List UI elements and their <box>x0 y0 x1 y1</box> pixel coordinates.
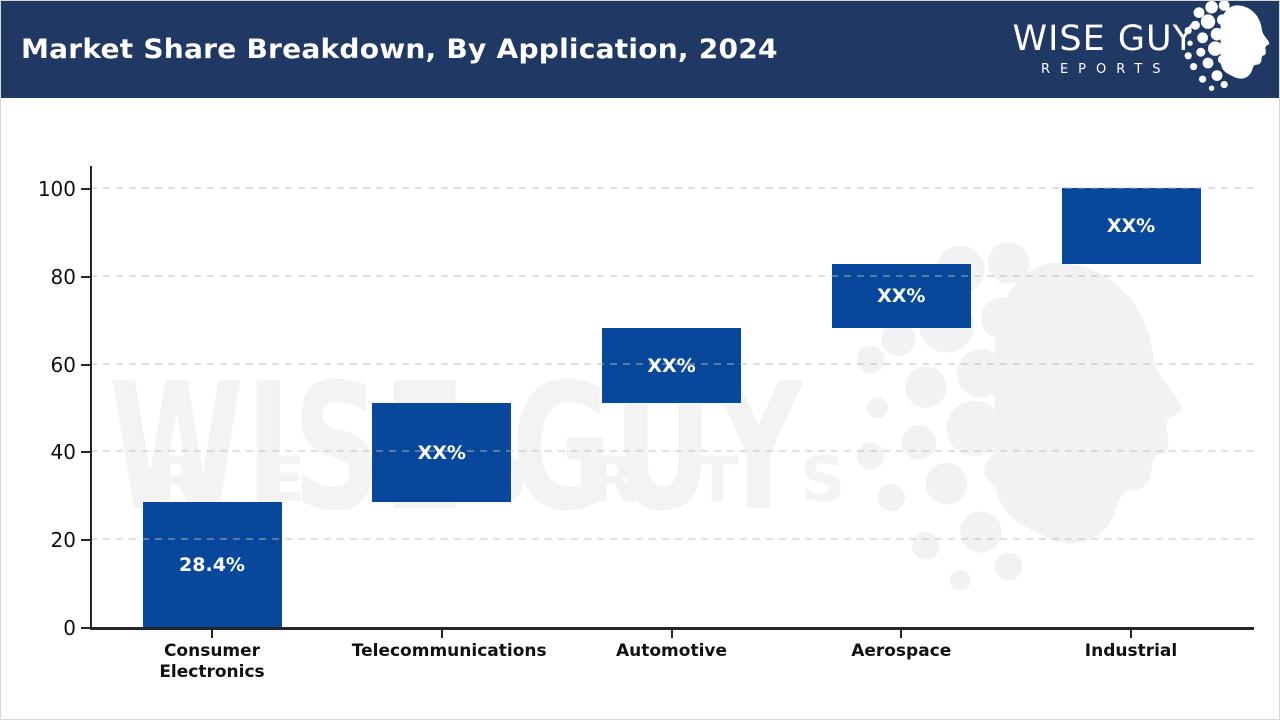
y-tick-20 <box>81 539 90 542</box>
bar-value-label: XX% <box>1106 214 1156 237</box>
x-category-label: Consumer Electronics <box>159 641 265 683</box>
brand-logo: WISE GUY REPORTS <box>1012 0 1271 99</box>
x-tick-4 <box>900 629 903 638</box>
y-tick-label-20: 20 <box>50 528 76 553</box>
y-tick-60 <box>81 363 90 366</box>
x-tick-3 <box>670 629 673 638</box>
bar-value-label: 28.4% <box>179 553 245 576</box>
brand-wordmark: WISE GUY REPORTS <box>1012 19 1195 78</box>
bar-value-label: XX% <box>417 441 466 464</box>
brand-tagline: REPORTS <box>1040 62 1171 77</box>
y-tick-80 <box>81 275 90 278</box>
gridline-y100 <box>90 187 1254 189</box>
x-category-label: Aerospace <box>851 641 952 661</box>
x-tick-1 <box>211 629 213 638</box>
x-tick-5 <box>1130 629 1132 638</box>
x-category-label: Industrial <box>1084 641 1178 661</box>
bar-consumer-electronics <box>142 502 282 627</box>
y-tick-label-100: 100 <box>37 177 76 201</box>
y-tick-40 <box>81 451 90 454</box>
brand-head-icon <box>1181 0 1271 99</box>
gridline-y20 <box>90 538 1254 541</box>
bar-industrial <box>1061 188 1201 264</box>
bar-automotive <box>602 328 741 404</box>
y-axis-line <box>90 166 92 629</box>
gridline-y80 <box>90 274 1254 277</box>
y-tick-label-60: 60 <box>50 352 76 377</box>
bar-value-label: XX% <box>647 354 696 377</box>
header-bar: Market Share Breakdown, By Application, … <box>1 0 1279 99</box>
bar-telecommunications <box>372 403 512 503</box>
y-tick-label-80: 80 <box>50 264 76 289</box>
bar-aerospace <box>831 263 971 329</box>
x-category-label: Telecommunications <box>351 641 547 661</box>
page-title: Market Share Breakdown, By Application, … <box>21 34 778 65</box>
gridline-y60 <box>90 362 1254 365</box>
chart-area: WISE GUY REPORTS 28.4% XX% XX% XX% XX% 0 20 40 6… <box>1 98 1279 719</box>
y-tick-100 <box>81 188 90 190</box>
y-tick-label-0: 0 <box>63 616 76 640</box>
y-tick-0 <box>81 627 90 629</box>
x-tick-2 <box>440 629 443 638</box>
x-category-label: Automotive <box>615 641 728 661</box>
brand-name: WISE GUY <box>1012 19 1195 59</box>
bar-value-label: XX% <box>877 284 926 307</box>
x-axis-line <box>90 627 1254 630</box>
gridline-y40 <box>90 450 1254 453</box>
y-tick-label-40: 40 <box>50 440 76 465</box>
